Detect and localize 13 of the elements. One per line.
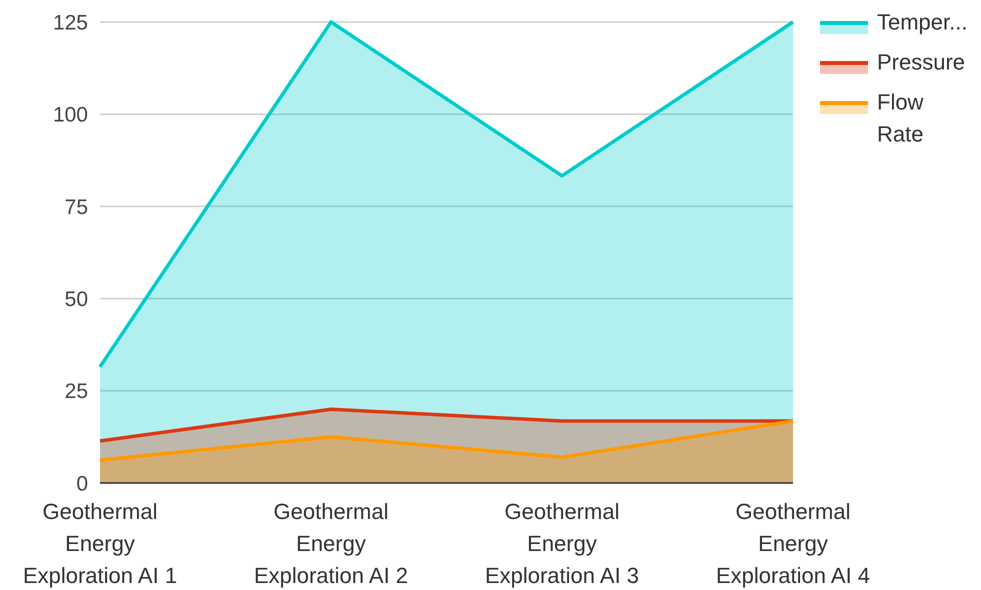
y-tick-label: 125 [52,11,88,34]
y-tick-label: 100 [52,104,88,127]
legend-label: Flow Rate [877,90,924,147]
y-tick-label: 0 [76,472,88,496]
y-tick-label: 25 [64,380,88,404]
x-tick-label: Geothermal Energy Exploration AI 1 [22,499,178,588]
legend-label: Temper... [877,10,968,35]
y-tick-label: 50 [64,288,88,311]
x-tick-label: Geothermal Energy Exploration AI 4 [716,499,870,588]
legend-label: Pressure [877,50,966,75]
y-tick-label: 75 [64,196,88,219]
x-tick-label: Geothermal Energy Exploration AI 3 [484,499,640,588]
x-tick-label: Geothermal Energy Exploration AI 2 [254,499,408,588]
